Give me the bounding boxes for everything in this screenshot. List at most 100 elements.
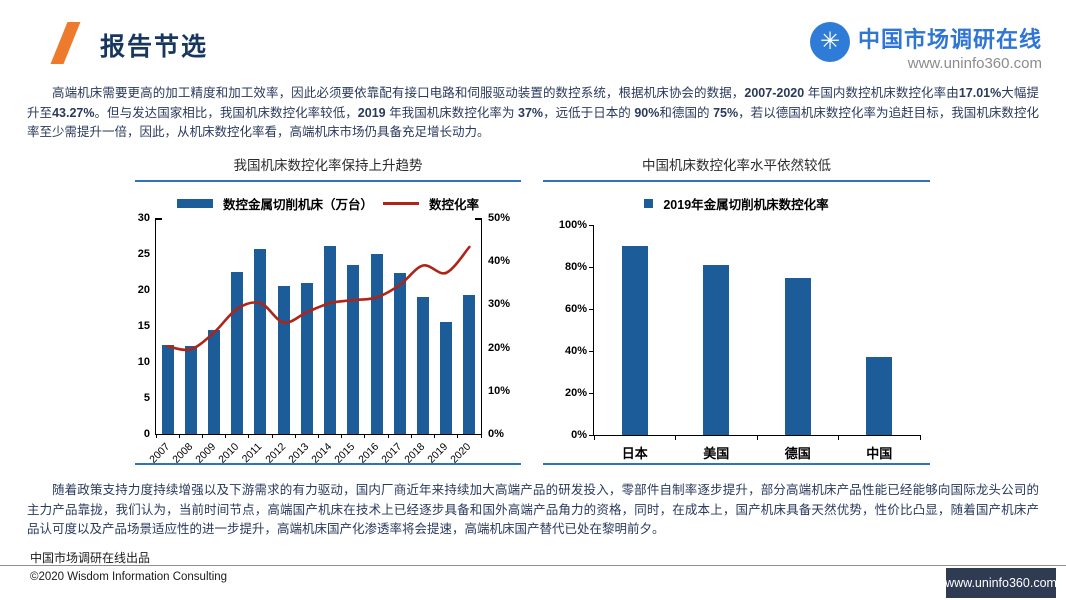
y-axis-label: 0 [143, 428, 150, 440]
axis-tick [589, 224, 594, 226]
site-logo[interactable]: ✳ 中国市场调研在线 www.uninfo360.com [809, 22, 1042, 72]
text-run: 37% [518, 105, 544, 120]
axis-tick [457, 434, 459, 438]
chart-left-top-divider [135, 180, 521, 182]
y-axis-label: 80% [564, 261, 587, 273]
text-run: 年国内数控机床数控化率由 [804, 86, 959, 100]
x-axis-label: 德国 [784, 446, 811, 461]
logo-url: www.uninfo360.com [907, 55, 1042, 72]
y-axis-label: 20 [137, 284, 150, 296]
axis-tick [589, 350, 594, 352]
bar [277, 285, 290, 434]
axis-tick [155, 434, 157, 438]
y-axis-label: 0% [571, 429, 587, 441]
bar [324, 246, 337, 434]
legend-label: 2019年金属切削机床数控化率 [663, 198, 829, 212]
text-run: 年我国机床数控化率为 [385, 105, 518, 120]
axis-tick [919, 435, 921, 440]
axis-tick [178, 434, 180, 438]
x-axis-label: 美国 [703, 446, 730, 461]
snowflake-logo-icon: ✳ [809, 22, 850, 62]
chart-right-title: 中国机床数控化率水平依然较低 [642, 158, 831, 173]
chart-right-top-divider [543, 180, 930, 182]
chart-right-panel: 中国机床数控化率水平依然较低 2019年金属切削机床数控化率 100% 80% 60… [543, 150, 930, 470]
axis-tick [589, 308, 594, 310]
text-run: 90% [634, 105, 660, 120]
bar [416, 297, 429, 434]
chart-left-title: 我国机床数控化率保持上升趋势 [233, 158, 423, 173]
y-axis-label: 60% [564, 303, 587, 315]
axis-tick [756, 435, 758, 440]
bar [300, 282, 313, 434]
bar [161, 345, 174, 434]
text-run: ，若以德国机床数控化率为追赶目标，我国机床数控化率至少需提升一倍，因此，从机床数… [27, 105, 1039, 140]
text-run: 。但与发达国家相比，我国机床数控化率较低， [94, 105, 358, 120]
y-axis-label: 20% [488, 341, 511, 354]
axis-tick [364, 434, 366, 438]
footer-divider [0, 565, 1066, 566]
bar [463, 295, 476, 434]
y-axis-label: 5 [143, 392, 150, 404]
text-run: 高端机床需要更高的加工精度和加工效率，因此必须要依靠配有接口电路和伺服驱动装置的… [52, 86, 745, 100]
y-axis-label: 40% [488, 255, 511, 268]
axis-cap [475, 218, 481, 220]
header-slash-icon [50, 22, 81, 64]
y-axis-label: 25 [137, 248, 150, 260]
axis-tick [675, 435, 676, 440]
chart-left-plot-area: 30 25 20 15 10 5 0 50% 40% 30% 20% 10% 0% 2007 2008 200… [138, 212, 510, 466]
footer-producer: 中国市场调研在线出品 [30, 551, 151, 565]
axis-tick [480, 434, 482, 438]
legend-square-swatch [644, 199, 654, 208]
axis-tick [410, 434, 412, 438]
text-run: 和德国的 [659, 105, 714, 120]
axis-tick [838, 435, 839, 440]
axis-tick [294, 434, 296, 438]
axis-tick [434, 434, 436, 438]
bar [393, 273, 406, 434]
chart-left-legend: 数控金属切削机床（万台） 数控化率 [135, 194, 521, 213]
logo-name: 中国市场调研在线 [857, 27, 1042, 52]
text-run: 2007-2020 [744, 86, 805, 100]
legend-bar-label: 数控金属切削机床（万台） [222, 198, 373, 212]
bar [866, 357, 893, 435]
bar [784, 277, 811, 435]
y-axis-label: 20% [564, 387, 587, 399]
legend-line-label: 数控化率 [429, 198, 480, 212]
y-axis-label: 10% [488, 384, 511, 397]
chart-right-bottom-divider [543, 463, 930, 465]
y-axis-label: 50% [488, 212, 511, 224]
y-axis-label: 40% [564, 345, 587, 357]
text-run: 大幅提升至 [27, 86, 1039, 120]
axis-tick [589, 434, 594, 436]
axis-cap [156, 218, 162, 220]
y-axis-label: 30 [137, 212, 150, 224]
x-axis-label: 中国 [866, 446, 893, 461]
bar [703, 264, 730, 435]
text-run: 随着政策支持力度持续增强以及下游需求的有力驱动，国内厂商近年来持续加大高端产品的… [27, 483, 1039, 536]
trend-line [166, 245, 471, 352]
y-axis-label: 100% [558, 219, 587, 231]
x-axis-label: 日本 [621, 446, 648, 461]
legend-bar-swatch [176, 199, 213, 208]
axis-tick [593, 435, 595, 440]
bar [208, 330, 221, 434]
text-run: 43.27% [52, 105, 95, 120]
axis-tick [225, 434, 227, 438]
y-axis-label: 30% [488, 298, 511, 311]
text-run: 2019 [357, 105, 386, 120]
paragraph-top: 高端机床需要更高的加工精度和加工效率，因此必须要依靠配有接口电路和伺服驱动装置的… [27, 84, 1039, 143]
legend-line-swatch [383, 202, 419, 205]
footer-site-badge[interactable]: www.uninfo360.com [945, 568, 1057, 598]
page-title: 报告节选 [100, 33, 209, 61]
bar [231, 272, 244, 434]
text-run: 75% [713, 105, 739, 120]
y-axis-label: 10 [137, 356, 150, 368]
axis-tick [201, 434, 203, 438]
bar [254, 248, 267, 434]
chart-right-plot-area: 100% 80% 60% 40% 20% 0% 日本 美国 德国 中国 [559, 219, 921, 461]
chart-left-panel: 我国机床数控化率保持上升趋势 数控金属切削机床（万台） 数控化率 30 25 20 1… [135, 150, 521, 470]
text-run: ，远低于日本的 [543, 105, 635, 120]
paragraph-bottom: 随着政策支持力度持续增强以及下游需求的有力驱动，国内厂商近年来持续加大高端产品的… [27, 481, 1039, 540]
axis-tick [387, 434, 389, 438]
